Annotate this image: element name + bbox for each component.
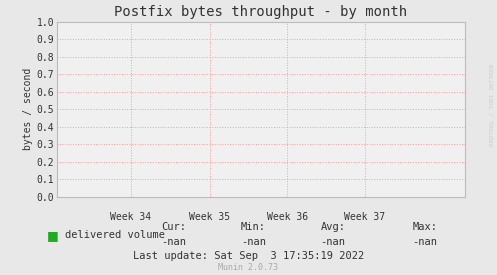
Y-axis label: bytes / second: bytes / second — [22, 68, 33, 150]
Text: -nan: -nan — [241, 237, 266, 247]
Text: Week 36: Week 36 — [267, 212, 308, 222]
Text: Min:: Min: — [241, 222, 266, 232]
Text: ■: ■ — [47, 229, 59, 242]
Text: Cur:: Cur: — [162, 222, 186, 232]
Text: Last update: Sat Sep  3 17:35:19 2022: Last update: Sat Sep 3 17:35:19 2022 — [133, 251, 364, 261]
Text: -nan: -nan — [162, 237, 186, 247]
Text: Week 34: Week 34 — [110, 212, 151, 222]
Title: Postfix bytes throughput - by month: Postfix bytes throughput - by month — [114, 6, 408, 20]
Text: -nan: -nan — [413, 237, 437, 247]
Text: -nan: -nan — [321, 237, 345, 247]
Text: Munin 2.0.73: Munin 2.0.73 — [219, 263, 278, 272]
Text: RRDTOOL / TOBI OETIKER: RRDTOOL / TOBI OETIKER — [490, 63, 495, 146]
Text: Max:: Max: — [413, 222, 437, 232]
Text: delivered volume: delivered volume — [65, 230, 165, 240]
Text: Avg:: Avg: — [321, 222, 345, 232]
Text: Week 37: Week 37 — [344, 212, 385, 222]
Text: Week 35: Week 35 — [189, 212, 231, 222]
